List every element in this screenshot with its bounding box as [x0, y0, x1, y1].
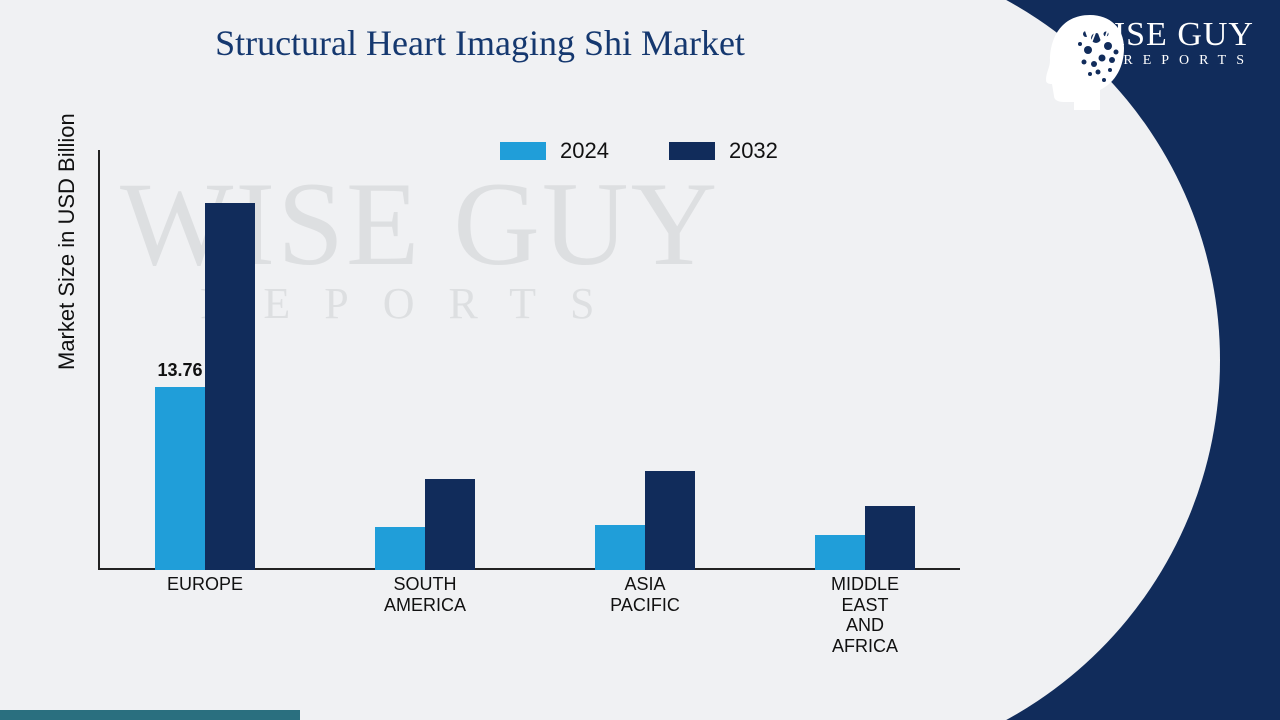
legend-swatch-2032: [669, 142, 715, 160]
legend-item-2032: 2032: [669, 138, 778, 164]
legend-label-2024: 2024: [560, 138, 609, 164]
bar-group: [815, 506, 915, 570]
bar: [425, 479, 475, 570]
bar: [375, 527, 425, 570]
category-label: SOUTH AMERICA: [345, 574, 505, 615]
bar-group: [595, 471, 695, 570]
bar: [645, 471, 695, 570]
chart-title: Structural Heart Imaging Shi Market: [0, 22, 960, 64]
bar: [205, 203, 255, 570]
bottom-accent-bar: [0, 710, 300, 720]
brand-logo: WISE GUY REPORTS: [1081, 18, 1254, 68]
brand-sub: REPORTS: [1081, 54, 1254, 68]
y-axis-line: [98, 150, 100, 570]
bar-group: [375, 479, 475, 570]
stage: Structural Heart Imaging Shi Market WISE…: [0, 0, 1280, 720]
category-label: MIDDLE EAST AND AFRICA: [785, 574, 945, 657]
bar: [865, 506, 915, 570]
bar: [595, 525, 645, 570]
bar-value-label: 13.76: [157, 360, 202, 381]
bar-group: [155, 203, 255, 570]
y-axis-label: Market Size in USD Billion: [54, 113, 80, 370]
legend: 2024 2032: [500, 138, 778, 164]
bar: [815, 535, 865, 570]
brand-name: WISE GUY: [1081, 18, 1254, 52]
legend-swatch-2024: [500, 142, 546, 160]
category-label: EUROPE: [125, 574, 285, 595]
category-label: ASIA PACIFIC: [565, 574, 725, 615]
bar: [155, 387, 205, 570]
legend-label-2032: 2032: [729, 138, 778, 164]
legend-item-2024: 2024: [500, 138, 609, 164]
chart-area: 13.76EUROPESOUTH AMERICAASIA PACIFICMIDD…: [100, 170, 960, 570]
